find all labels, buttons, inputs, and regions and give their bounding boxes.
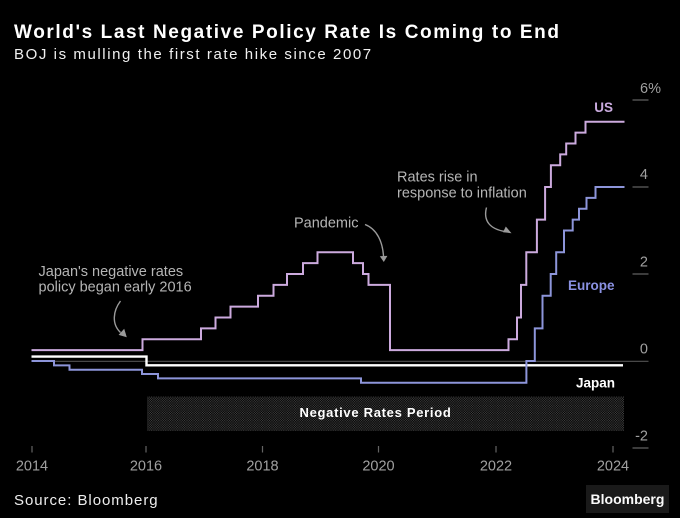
svg-text:Rates rise in: Rates rise in: [397, 170, 478, 186]
svg-text:2: 2: [640, 255, 648, 271]
svg-text:Japan's negative rates: Japan's negative rates: [39, 264, 184, 280]
svg-text:Japan: Japan: [576, 376, 615, 391]
svg-text:Pandemic: Pandemic: [294, 216, 358, 232]
svg-text:Europe: Europe: [568, 278, 615, 293]
svg-text:2016: 2016: [130, 459, 162, 475]
svg-text:US: US: [594, 100, 613, 115]
svg-text:2022: 2022: [480, 459, 512, 475]
svg-text:policy began early 2016: policy began early 2016: [39, 280, 192, 296]
svg-text:2014: 2014: [16, 459, 48, 475]
svg-text:0: 0: [640, 342, 648, 358]
svg-text:response to inflation: response to inflation: [397, 186, 527, 202]
svg-text:2024: 2024: [597, 459, 629, 475]
svg-text:Negative Rates Period: Negative Rates Period: [300, 405, 452, 420]
svg-text:2018: 2018: [246, 459, 278, 475]
svg-text:4: 4: [640, 167, 648, 183]
svg-text:-2: -2: [635, 429, 648, 445]
svg-text:2020: 2020: [362, 459, 394, 475]
svg-text:6%: 6%: [640, 81, 661, 97]
